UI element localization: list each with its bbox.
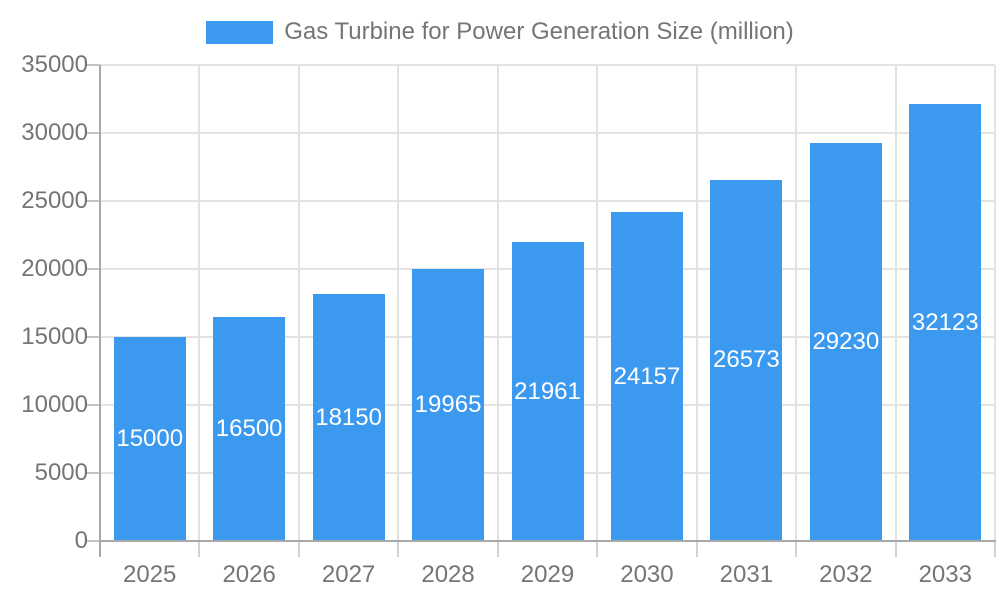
- x-axis-line: [99, 540, 996, 542]
- bar-2026[interactable]: 16500: [213, 316, 286, 541]
- x-axis-label: 2027: [321, 561, 376, 588]
- x-axis-tick: [198, 541, 201, 557]
- x-axis-tick: [894, 541, 897, 557]
- y-axis-tick: [86, 268, 100, 270]
- y-axis-tick: [86, 472, 100, 474]
- x-gridline: [695, 65, 698, 541]
- bar-2031[interactable]: 26573: [710, 179, 783, 541]
- x-axis-label: 2032: [819, 561, 873, 588]
- y-axis-line: [99, 65, 101, 555]
- bar-2028[interactable]: 19965: [412, 269, 485, 541]
- bar-value-label: 24157: [613, 362, 681, 390]
- y-gridline: [100, 200, 995, 202]
- bar-2027[interactable]: 18150: [312, 294, 385, 541]
- x-gridline: [496, 65, 499, 541]
- bar-2033[interactable]: 32123: [909, 104, 982, 541]
- y-axis-tick: [86, 132, 100, 134]
- y-axis-label: 20000: [21, 255, 88, 282]
- y-axis-tick: [86, 336, 100, 338]
- bar-value-label: 32123: [911, 308, 979, 336]
- x-axis-label: 2029: [520, 561, 575, 588]
- bar-value-label: 29230: [812, 328, 880, 356]
- x-axis-label: 2026: [222, 561, 276, 588]
- y-axis-label: 15000: [21, 323, 88, 350]
- x-axis-tick: [397, 541, 400, 557]
- legend-swatch: [206, 20, 274, 44]
- y-axis-tick: [86, 200, 100, 202]
- bar-2029[interactable]: 21961: [511, 242, 584, 541]
- x-axis-tick: [596, 541, 599, 557]
- bar-2025[interactable]: 15000: [113, 337, 186, 541]
- y-axis-label: 0: [74, 527, 88, 554]
- y-axis-tick: [86, 64, 100, 66]
- y-axis-label: 25000: [21, 187, 88, 214]
- bar-value-label: 19965: [414, 391, 482, 419]
- x-gridline: [994, 65, 996, 541]
- y-gridline: [100, 132, 995, 134]
- x-axis-label: 2031: [719, 561, 774, 588]
- chart-legend[interactable]: Gas Turbine for Power Generation Size (m…: [0, 18, 1000, 46]
- bar-value-label: 21961: [514, 377, 581, 405]
- x-gridline: [596, 65, 599, 541]
- y-axis-tick: [86, 540, 100, 542]
- x-gridline: [397, 65, 400, 541]
- x-gridline: [894, 65, 897, 541]
- y-gridline: [100, 64, 995, 66]
- bar-2032[interactable]: 29230: [809, 143, 882, 541]
- x-axis-tick: [795, 541, 798, 557]
- bar-value-label: 26573: [713, 346, 780, 374]
- x-axis-tick: [994, 541, 996, 557]
- y-axis-label: 10000: [21, 391, 88, 418]
- x-gridline: [198, 65, 201, 541]
- y-axis-label: 5000: [34, 459, 88, 486]
- x-gridline: [297, 65, 300, 541]
- y-axis-tick: [86, 404, 100, 406]
- x-gridline: [795, 65, 798, 541]
- y-axis-label: 35000: [21, 51, 88, 78]
- x-axis-label: 2025: [123, 561, 177, 588]
- x-axis-label: 2030: [620, 561, 674, 588]
- x-axis-tick: [297, 541, 300, 557]
- x-axis-tick: [496, 541, 499, 557]
- bar-value-label: 16500: [215, 414, 283, 442]
- x-axis-label: 2028: [421, 561, 475, 588]
- y-axis-label: 30000: [21, 119, 88, 146]
- bar-value-label: 15000: [116, 425, 184, 452]
- x-axis-tick: [695, 541, 698, 557]
- bar-2030[interactable]: 24157: [610, 212, 683, 541]
- bar-value-label: 18150: [315, 403, 382, 431]
- legend-label: Gas Turbine for Power Generation Size (m…: [284, 18, 794, 45]
- x-axis-label: 2033: [918, 561, 972, 588]
